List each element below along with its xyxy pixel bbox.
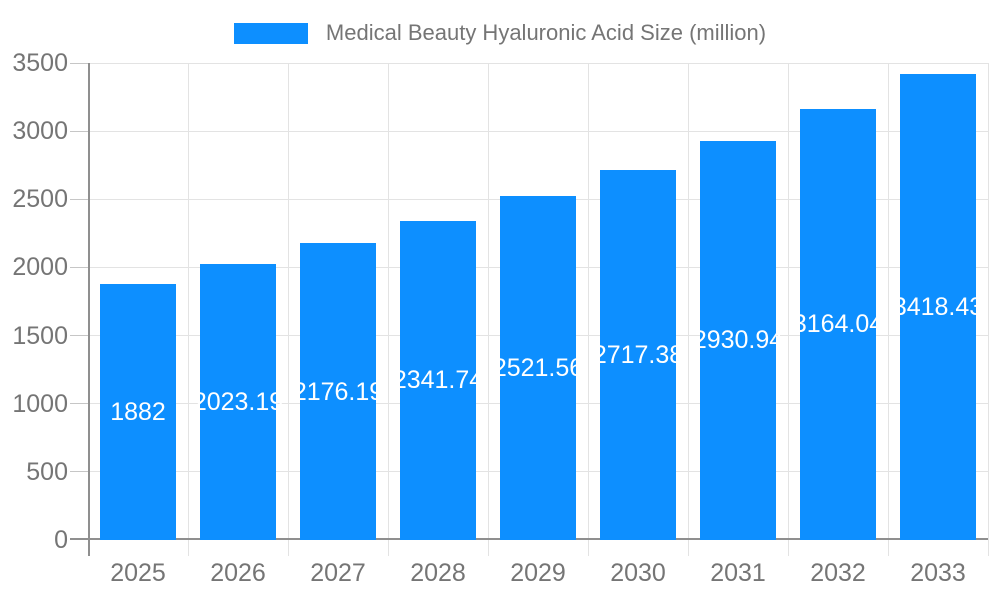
x-axis-tick-label: 2033	[910, 559, 966, 587]
v-gridline	[387, 63, 389, 556]
y-axis-tick-label: 3000	[12, 117, 68, 146]
y-axis-tick-label: 3500	[12, 49, 68, 77]
y-tick-mark	[70, 130, 88, 132]
bar-value-label: 3164.04	[792, 310, 884, 339]
bar-value-label: 2341.74	[392, 366, 484, 395]
y-axis-line	[88, 63, 90, 556]
legend-swatch	[233, 22, 308, 44]
bar-value-label: 2176.19	[292, 377, 384, 406]
y-tick-mark	[70, 198, 88, 200]
y-axis-tick-label: 0	[54, 526, 68, 554]
plot-area: 0 500 1000 1500 2000 2500 3000 3500 1882 2025 2023…	[12, 49, 989, 587]
x-axis-tick-label: 2032	[810, 559, 866, 587]
bar[interactable]	[200, 264, 276, 540]
v-gridline	[587, 63, 589, 556]
x-axis-tick-label: 2027	[310, 559, 366, 587]
h-gridline	[88, 62, 988, 64]
y-tick-mark	[70, 471, 88, 473]
y-axis-tick-label: 2500	[12, 185, 68, 214]
y-tick-mark	[70, 266, 88, 268]
h-gridline	[88, 130, 988, 132]
y-axis-tick-label: 500	[26, 457, 68, 486]
bar-value-label: 3418.43	[892, 293, 984, 322]
bar[interactable]	[500, 196, 576, 540]
y-axis-tick-label: 1500	[12, 321, 68, 350]
bar-value-label: 2930.94	[692, 326, 784, 355]
bar[interactable]	[100, 283, 176, 540]
chart-legend: Medical Beauty Hyaluronic Acid Size (mil…	[0, 20, 1000, 46]
bar[interactable]	[700, 140, 776, 540]
v-gridline	[787, 63, 789, 556]
y-tick-mark	[70, 403, 88, 405]
y-tick-mark	[70, 335, 88, 337]
bar[interactable]	[600, 169, 676, 540]
x-axis-tick-label: 2028	[410, 559, 466, 587]
v-gridline	[687, 63, 689, 556]
bar-value-label: 1882	[110, 397, 166, 426]
y-tick-mark	[70, 62, 88, 64]
bar[interactable]	[900, 74, 976, 540]
bar[interactable]	[400, 220, 476, 540]
x-axis-tick-label: 2025	[110, 559, 166, 587]
y-axis-tick-label: 1000	[12, 389, 68, 418]
legend-series-label: Medical Beauty Hyaluronic Acid Size (mil…	[325, 20, 767, 45]
bar-value-label: 2717.38	[592, 340, 684, 369]
v-gridline	[987, 63, 989, 556]
v-gridline	[487, 63, 489, 556]
x-axis-tick-label: 2026	[210, 559, 266, 587]
v-gridline	[187, 63, 189, 556]
y-axis-tick-label: 2000	[12, 253, 68, 282]
v-gridline	[287, 63, 289, 556]
x-axis-tick-label: 2031	[710, 559, 766, 587]
x-axis-tick-label: 2029	[510, 559, 566, 587]
v-gridline	[887, 63, 889, 556]
bar-value-label: 2023.19	[192, 388, 284, 417]
bar[interactable]	[800, 108, 876, 540]
bar-value-label: 2521.56	[492, 354, 584, 383]
x-axis-tick-label: 2030	[610, 559, 666, 587]
bar[interactable]	[300, 243, 376, 540]
